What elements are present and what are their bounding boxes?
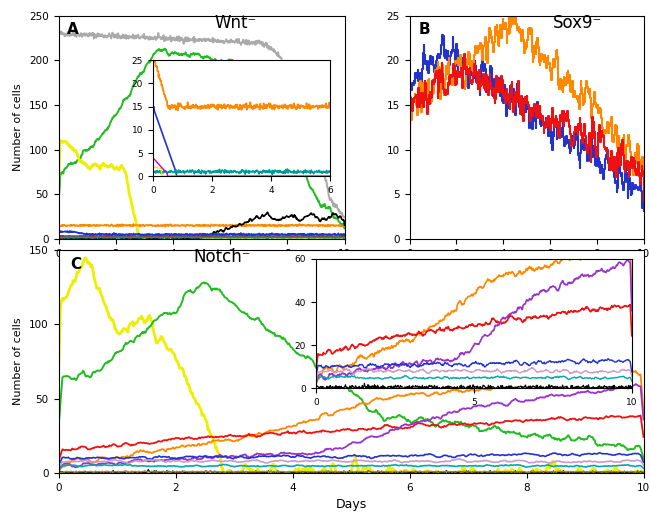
Y-axis label: Number of cells: Number of cells bbox=[14, 83, 23, 171]
Y-axis label: Number of cells: Number of cells bbox=[14, 318, 23, 406]
Title: Wnt⁻: Wnt⁻ bbox=[214, 14, 257, 32]
X-axis label: Days: Days bbox=[335, 499, 367, 512]
Text: C: C bbox=[70, 257, 81, 271]
Title: Sox9⁻: Sox9⁻ bbox=[553, 14, 603, 32]
Text: A: A bbox=[67, 22, 79, 37]
Title: Notch⁻: Notch⁻ bbox=[194, 249, 251, 266]
Text: B: B bbox=[419, 22, 430, 37]
